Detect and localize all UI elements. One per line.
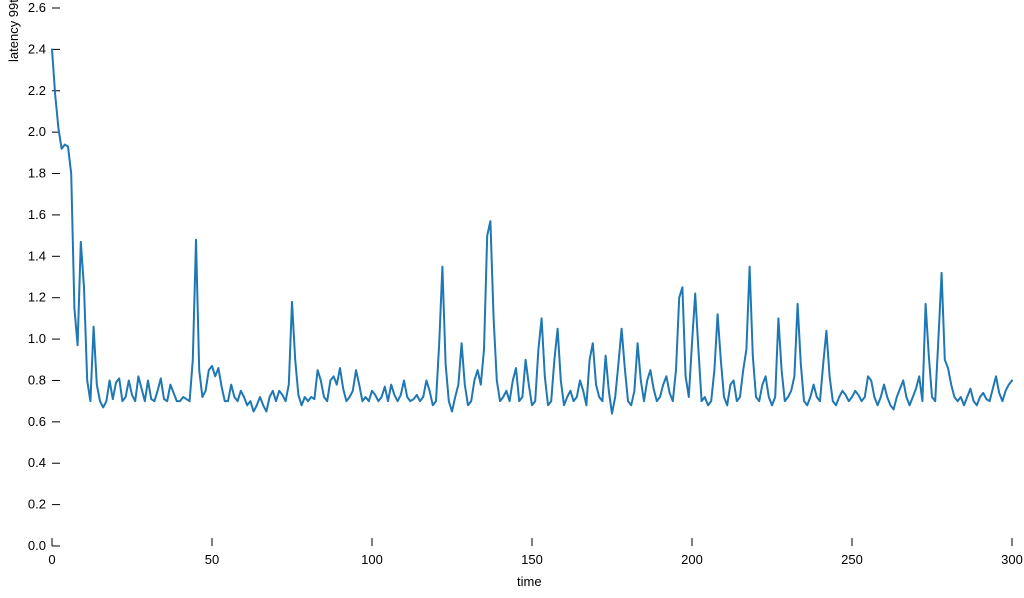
x-tick-label: 50 <box>205 552 219 567</box>
y-tick-label: 1.6 <box>28 207 46 222</box>
y-tick-label: 1.2 <box>28 290 46 305</box>
y-axis-title: latency 99th pctl <box>6 0 21 62</box>
latency-chart: latency 99th pctl 0501001502002503000.00… <box>0 0 1024 598</box>
chart-svg: 0 50 100 150 200 250 300 0.0 0.2 0.4 0.6 0.8 1.0 1.2 1… <box>0 0 1024 598</box>
y-tick-label: 2.2 <box>28 83 46 98</box>
y-tick-label: 2.6 <box>28 0 46 15</box>
y-tick-label: 0.8 <box>28 372 46 387</box>
latency-line <box>52 49 1012 413</box>
x-tick-label: 150 <box>521 552 543 567</box>
y-tick-label: 2.4 <box>28 41 46 56</box>
y-tick-label: 0.2 <box>28 497 46 512</box>
x-axis-title: time <box>517 574 542 589</box>
y-tick-label: 2.0 <box>28 124 46 139</box>
y-tick-label: 0.6 <box>28 414 46 429</box>
y-tick-label: 1.0 <box>28 331 46 346</box>
y-tick-label: 0.4 <box>28 455 46 470</box>
x-tick-label: 200 <box>681 552 703 567</box>
y-tick-label: 1.4 <box>28 248 46 263</box>
x-tick-label: 0 <box>48 552 55 567</box>
x-tick-label: 300 <box>1001 552 1023 567</box>
x-tick-label: 100 <box>361 552 383 567</box>
y-tick-label: 1.8 <box>28 166 46 181</box>
x-tick-label: 250 <box>841 552 863 567</box>
y-tick-label: 0.0 <box>28 538 46 553</box>
